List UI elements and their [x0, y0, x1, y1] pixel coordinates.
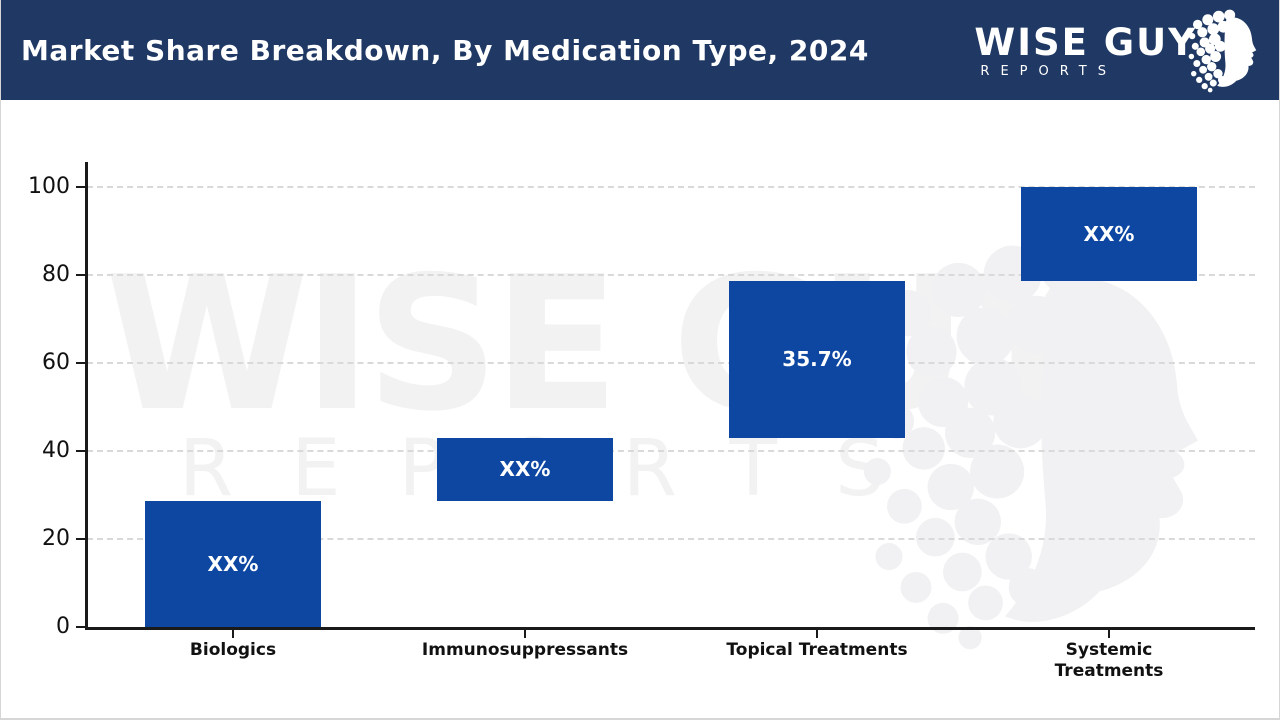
brand-logo-text: WISE GUY REPORTS: [974, 24, 1197, 78]
bar-immunosuppressants: [437, 437, 613, 502]
bar-biologics: [145, 501, 321, 627]
x-category-label: Systemic Treatments: [1054, 640, 1164, 682]
x-tick-mark: [232, 630, 234, 638]
y-tick-mark: [76, 362, 85, 364]
y-gridline: [87, 450, 1255, 452]
bar-value-label: 35.7%: [782, 347, 852, 372]
y-gridline: [87, 362, 1255, 364]
brand-logo: WISE GUY REPORTS: [974, 8, 1267, 94]
y-tick-mark: [76, 538, 85, 540]
y-tick-mark: [76, 626, 85, 628]
y-axis-line: [85, 162, 88, 629]
bar-value-label: XX%: [499, 457, 551, 482]
y-gridline: [87, 538, 1255, 540]
y-tick-label: 60: [42, 350, 70, 375]
y-tick-label: 80: [42, 262, 70, 287]
header-bar: Market Share Breakdown, By Medication Ty…: [1, 0, 1279, 100]
y-tick-label: 100: [28, 174, 70, 199]
x-tick-mark: [1108, 630, 1110, 638]
y-tick-mark: [76, 274, 85, 276]
y-tick-mark: [76, 186, 85, 188]
bar-systemic-treatments: [1021, 187, 1197, 281]
x-category-label: Immunosuppressants: [421, 640, 629, 660]
x-axis-line: [85, 627, 1255, 630]
y-tick-label: 20: [42, 526, 70, 551]
x-tick-mark: [524, 630, 526, 638]
y-gridline: [87, 274, 1255, 276]
y-tick-mark: [76, 450, 85, 452]
page-title: Market Share Breakdown, By Medication Ty…: [21, 33, 869, 67]
y-tick-label: 0: [56, 614, 70, 639]
dotted-head-icon: [1188, 9, 1257, 93]
bar-value-label: XX%: [207, 552, 259, 577]
x-category-label: Topical Treatments: [726, 640, 908, 660]
bar-topical-treatments: [729, 280, 905, 438]
bar-value-label: XX%: [1083, 221, 1135, 246]
x-category-label: Biologics: [189, 640, 277, 660]
brand-wordmark: WISE GUY: [974, 21, 1197, 64]
brand-subtitle: REPORTS: [980, 64, 1118, 79]
y-gridline: [87, 186, 1255, 188]
y-tick-label: 40: [42, 438, 70, 463]
x-tick-mark: [816, 630, 818, 638]
